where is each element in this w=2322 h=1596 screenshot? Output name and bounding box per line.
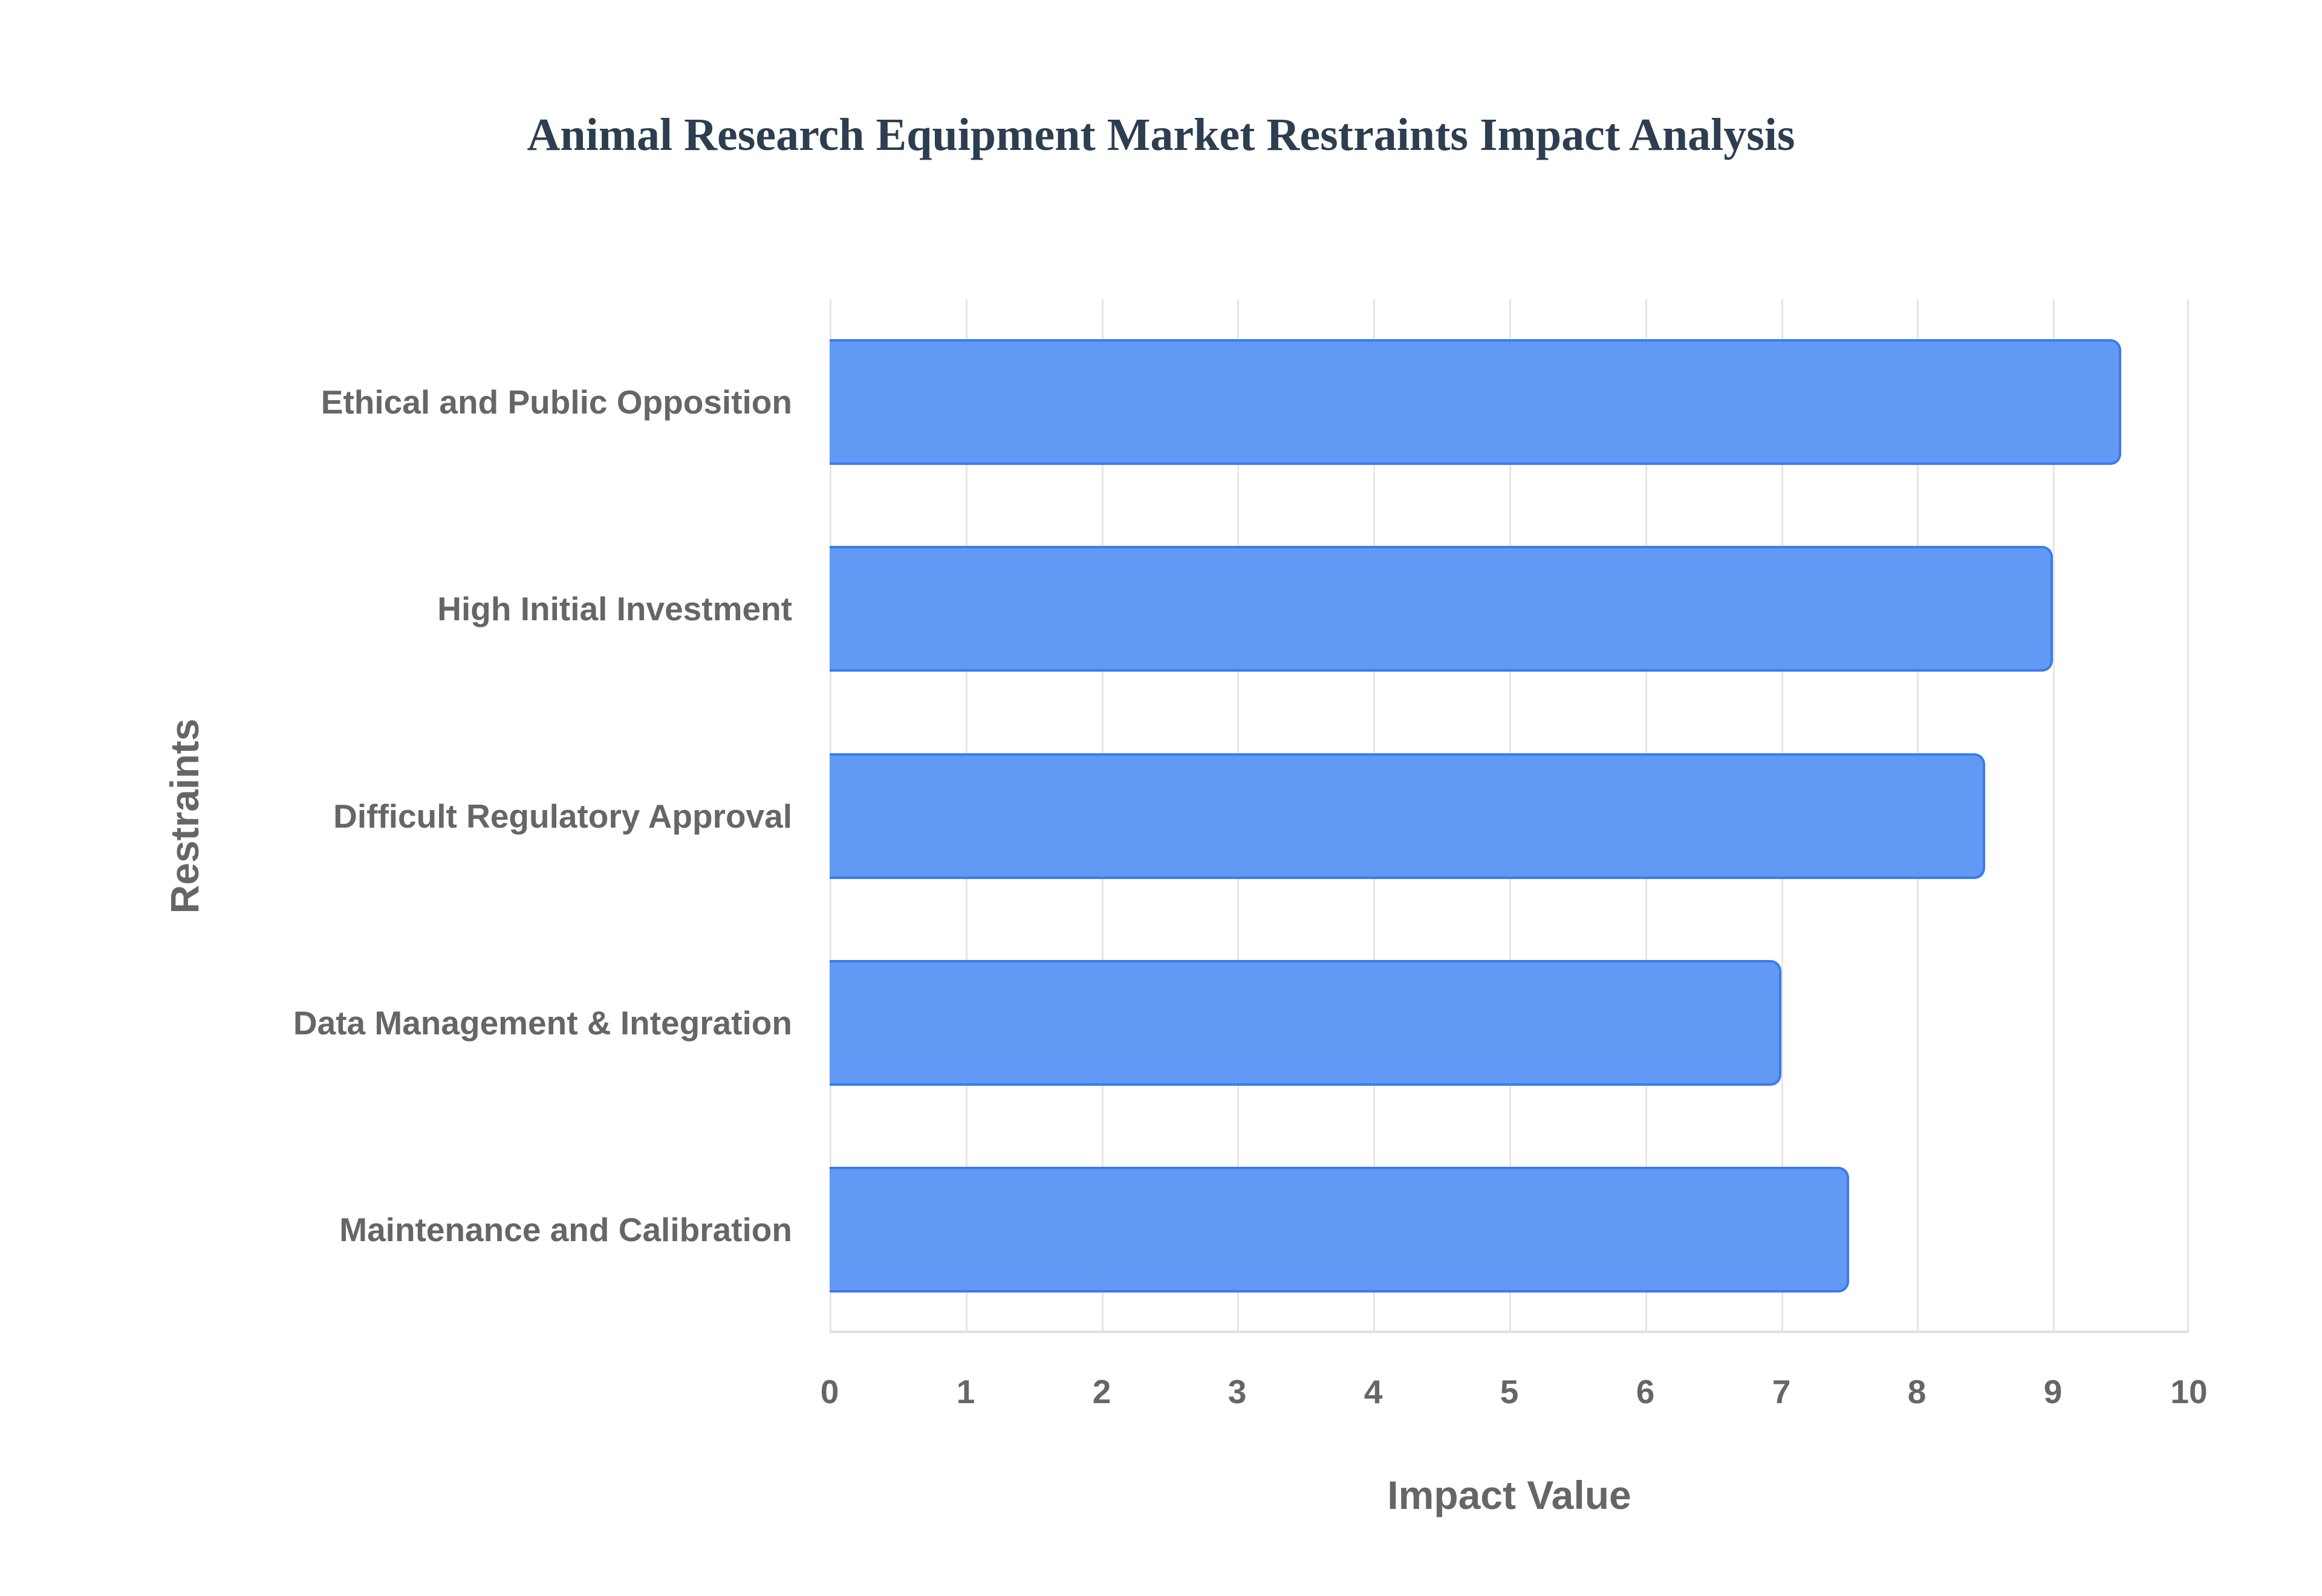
x-tick-label: 1 (956, 1373, 975, 1410)
plot-area (830, 299, 2189, 1333)
gridline (2053, 299, 2055, 1333)
y-tick-label: Ethical and Public Opposition (320, 383, 792, 421)
x-tick-label: 5 (1500, 1373, 1519, 1410)
gridline (2187, 299, 2189, 1333)
y-tick-label: Difficult Regulatory Approval (333, 797, 792, 835)
bar-difficult-regulatory-approval[interactable] (830, 753, 1985, 879)
x-tick-label: 3 (1228, 1373, 1247, 1410)
x-axis-line (830, 1331, 2189, 1333)
bar-data-management-integration[interactable] (830, 960, 1781, 1086)
x-tick-label: 10 (2170, 1373, 2208, 1410)
x-tick-label: 7 (1772, 1373, 1791, 1410)
x-tick-label: 2 (1092, 1373, 1111, 1410)
x-tick-label: 9 (2043, 1373, 2063, 1410)
bar-high-initial-investment[interactable] (830, 546, 2054, 672)
y-tick-label: High Initial Investment (437, 590, 792, 628)
bar-maintenance-calibration[interactable] (830, 1167, 1849, 1293)
x-axis-title: Impact Value (1387, 1473, 1631, 1517)
bar-ethical-public-opposition[interactable] (830, 339, 2121, 465)
x-tick-label: 0 (820, 1373, 839, 1410)
x-tick-label: 6 (1636, 1373, 1655, 1410)
x-tick-label: 8 (1907, 1373, 1927, 1410)
x-tick-label: 4 (1364, 1373, 1383, 1410)
y-tick-label: Data Management & Integration (293, 1004, 792, 1042)
y-axis-title: Restraints (162, 718, 207, 914)
y-tick-label: Maintenance and Calibration (339, 1211, 792, 1248)
chart-title: Animal Research Equipment Market Restrai… (527, 109, 1795, 160)
